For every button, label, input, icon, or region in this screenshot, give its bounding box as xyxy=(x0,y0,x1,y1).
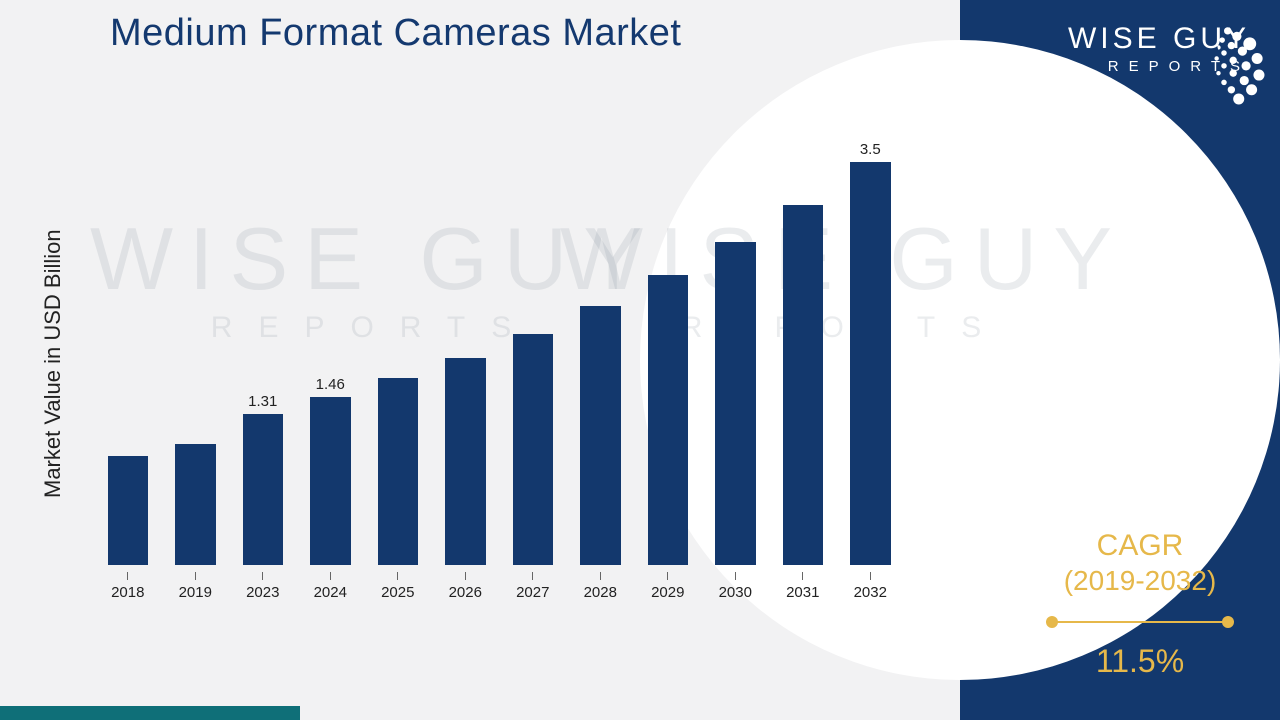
infographic-stage: WISE GUYREPORTSWISE GUYREPORTS Medium Fo… xyxy=(0,0,1280,720)
divider-dot-right-icon xyxy=(1222,616,1234,628)
tick-mark xyxy=(330,572,331,580)
x-tick-label: 2024 xyxy=(314,584,347,601)
bar-column: 1.46 xyxy=(297,150,365,565)
brand-logo: WISE GUY REPORTS xyxy=(1068,22,1250,75)
x-tick-label: 2027 xyxy=(516,584,549,601)
x-tick-column: 2032 xyxy=(837,572,905,601)
bar-column: 3.5 xyxy=(837,150,905,565)
bar xyxy=(445,358,486,566)
tick-mark xyxy=(127,572,128,580)
y-axis-label: Market Value in USD Billion xyxy=(40,229,65,498)
brand-line2: REPORTS xyxy=(1068,58,1250,75)
x-axis: 2018 2019 2023 2024 2025 2026 2027 2028 2029 2030… xyxy=(94,572,904,601)
bar xyxy=(310,397,351,565)
cagr-label: CAGR xyxy=(1000,529,1280,563)
bar xyxy=(783,205,824,565)
x-tick-label: 2032 xyxy=(854,584,887,601)
x-tick-column: 2026 xyxy=(432,572,500,601)
tick-mark xyxy=(600,572,601,580)
x-tick-label: 2029 xyxy=(651,584,684,601)
x-tick-label: 2028 xyxy=(584,584,617,601)
x-tick-column: 2025 xyxy=(364,572,432,601)
bar-chart: 1.31 1.46 3.5 xyxy=(94,150,904,565)
brand-line1: WISE GUY xyxy=(1068,22,1250,56)
bar-value-label: 1.46 xyxy=(316,376,345,393)
tick-mark xyxy=(870,572,871,580)
bar xyxy=(175,444,216,565)
x-tick-label: 2026 xyxy=(449,584,482,601)
bottom-accent-strip xyxy=(0,706,300,720)
tick-mark xyxy=(735,572,736,580)
x-tick-label: 2018 xyxy=(111,584,144,601)
bar-column xyxy=(364,150,432,565)
bar-column xyxy=(769,150,837,565)
bar xyxy=(850,162,891,565)
y-axis-label-wrap: Market Value in USD Billion xyxy=(40,229,66,498)
bar-column: 1.31 xyxy=(229,150,297,565)
bar xyxy=(513,334,554,565)
tick-mark xyxy=(465,572,466,580)
bar-value-label: 3.5 xyxy=(860,141,881,158)
bar-column xyxy=(634,150,702,565)
bar-column xyxy=(702,150,770,565)
x-tick-label: 2025 xyxy=(381,584,414,601)
cagr-period: (2019-2032) xyxy=(1000,565,1280,597)
cagr-value: 11.5% xyxy=(1000,643,1280,680)
x-tick-column: 2029 xyxy=(634,572,702,601)
bar-column xyxy=(94,150,162,565)
tick-mark xyxy=(532,572,533,580)
x-tick-label: 2023 xyxy=(246,584,279,601)
bar-column xyxy=(567,150,635,565)
bar xyxy=(648,275,689,566)
x-tick-label: 2031 xyxy=(786,584,819,601)
bar-value-label: 1.31 xyxy=(248,393,277,410)
divider-dot-left-icon xyxy=(1046,616,1058,628)
x-tick-column: 2030 xyxy=(702,572,770,601)
bar xyxy=(243,414,284,565)
divider-line xyxy=(1050,621,1230,623)
bar xyxy=(580,306,621,565)
tick-mark xyxy=(802,572,803,580)
cagr-divider xyxy=(1050,615,1230,629)
tick-mark xyxy=(195,572,196,580)
bars-container: 1.31 1.46 3.5 xyxy=(94,150,904,565)
x-tick-column: 2028 xyxy=(567,572,635,601)
tick-mark xyxy=(397,572,398,580)
x-tick-column: 2031 xyxy=(769,572,837,601)
x-tick-column: 2027 xyxy=(499,572,567,601)
chart-title: Medium Format Cameras Market xyxy=(110,12,681,55)
bar xyxy=(108,456,149,566)
x-tick-column: 2019 xyxy=(162,572,230,601)
x-tick-column: 2023 xyxy=(229,572,297,601)
tick-mark xyxy=(667,572,668,580)
bar-column xyxy=(162,150,230,565)
bar xyxy=(378,378,419,565)
bar-column xyxy=(499,150,567,565)
bar-column xyxy=(432,150,500,565)
x-tick-label: 2030 xyxy=(719,584,752,601)
tick-mark xyxy=(262,572,263,580)
bar xyxy=(715,242,756,565)
x-tick-label: 2019 xyxy=(179,584,212,601)
x-tick-column: 2024 xyxy=(297,572,365,601)
cagr-block: CAGR (2019-2032) 11.5% xyxy=(1000,529,1280,680)
x-tick-column: 2018 xyxy=(94,572,162,601)
